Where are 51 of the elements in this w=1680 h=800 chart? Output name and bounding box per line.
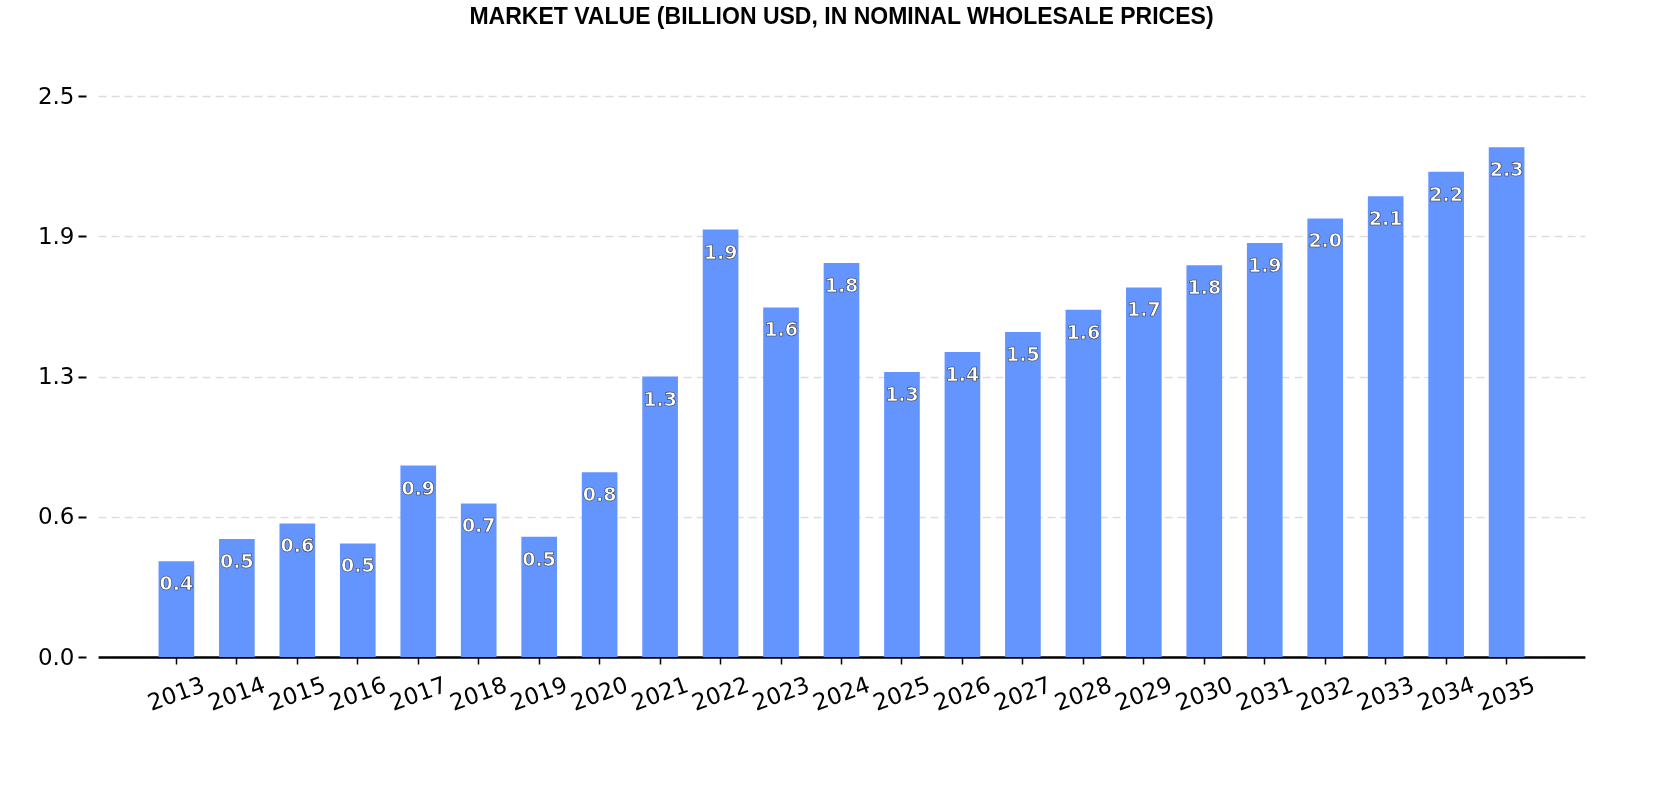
data-label: 1.8 [824,273,859,296]
y-tick-label: 0.6 [37,503,75,530]
data-label: 0.4 [159,572,194,595]
bar [763,307,799,657]
bar [1428,171,1464,657]
bar [521,536,558,657]
y-tick-label: 1.3 [37,363,75,389]
data-label: 1.3 [643,387,677,410]
y-tick-label: 1.9 [37,222,75,249]
data-label: 1.5 [1006,342,1040,365]
data-label: 2.2 [1429,182,1463,205]
bar [1367,196,1404,657]
bar [581,472,618,657]
bar [460,503,497,657]
bar [944,352,981,657]
bar [1186,265,1223,657]
data-label: 1.6 [1066,320,1101,343]
data-label: 0.5 [220,550,254,573]
bar [279,523,316,657]
y-tick-label: 2.5 [37,82,75,109]
bar [1065,309,1102,657]
data-label: 1.8 [1187,276,1222,299]
data-label: 0.9 [401,476,436,499]
bar [219,539,255,657]
bar [823,262,860,657]
data-label: 0.7 [461,514,496,537]
data-label: 2.1 [1368,207,1403,230]
data-label: 1.3 [885,383,919,406]
data-label: 0.5 [340,554,375,577]
bar [642,376,678,657]
bar [1246,242,1283,657]
bar [339,543,376,657]
y-tick-label: 0.0 [37,643,75,670]
data-label: 1.6 [764,318,798,341]
bar [1005,331,1041,657]
bar [1125,287,1162,657]
data-label: 2.3 [1489,158,1524,181]
data-label: 0.5 [522,547,557,570]
bar [702,229,739,657]
data-label: 1.9 [703,240,738,263]
bar [1488,147,1525,657]
chart-title: MARKET VALUE (BILLION USD, IN NOMINAL WHOLESALE PRICES) [469,3,1214,29]
data-label: 1.7 [1126,298,1161,321]
bar [400,465,437,657]
data-label: 0.6 [280,534,315,557]
data-label: 1.4 [945,363,980,386]
data-label: 0.8 [582,483,617,506]
data-label: 1.9 [1247,253,1282,276]
bar [884,372,920,657]
data-label: 2.0 [1308,229,1343,252]
bar [1307,218,1344,657]
